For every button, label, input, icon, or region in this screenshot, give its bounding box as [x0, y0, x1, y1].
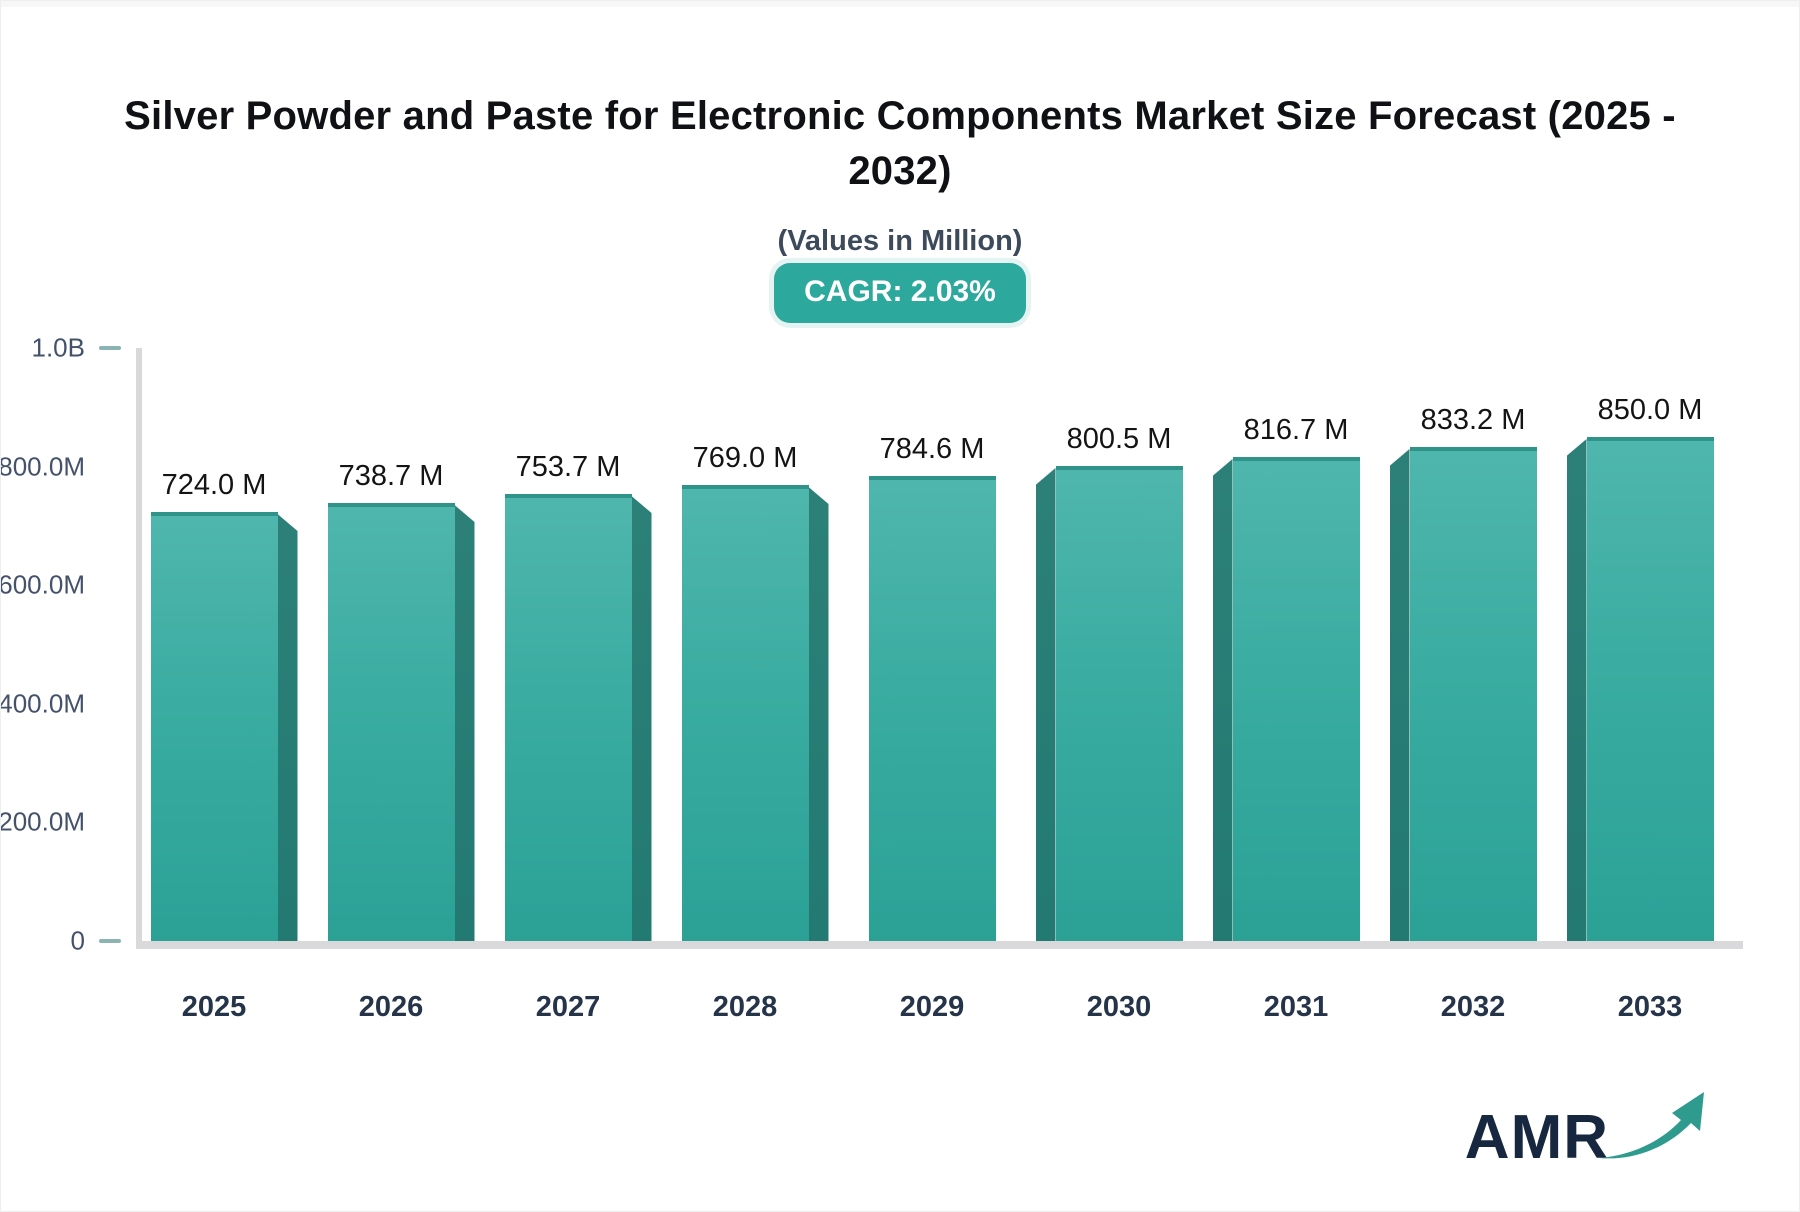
cagr-badge: CAGR: 2.03% — [774, 263, 1026, 323]
bar-side-shade — [1212, 459, 1233, 941]
bar-face — [1232, 457, 1360, 941]
bar-value-label: 724.0 M — [161, 469, 267, 501]
chart-subtitle: (Values in Million) — [777, 225, 1023, 257]
bar-value-label: 738.7 M — [338, 460, 444, 492]
bar-face — [1055, 466, 1183, 941]
plot-area: 2025 724.0 M 2026 738.7 M 2027 753.7 M 2028 769… — [139, 348, 1743, 1023]
bar-side-shade — [277, 514, 298, 941]
y-axis-line — [136, 348, 142, 949]
bar-face — [327, 503, 455, 941]
top-border-strip — [1, 1, 1799, 7]
chart-title: Silver Powder and Paste for Electronic C… — [124, 94, 1676, 194]
x-axis-label: 2031 — [1263, 991, 1329, 1023]
y-tick-label: 600.0M — [0, 569, 85, 600]
growth-arrow-icon — [1595, 1084, 1707, 1173]
bar-value-label: 816.7 M — [1243, 414, 1349, 446]
amr-logo-text: AMR — [1464, 1103, 1609, 1172]
x-axis-label: 2033 — [1617, 991, 1683, 1023]
bar-face — [1586, 437, 1714, 941]
x-axis-label: 2032 — [1440, 991, 1506, 1023]
x-axis-label: 2028 — [712, 991, 778, 1023]
y-tick-label: 1.0B — [31, 332, 86, 363]
y-tick-label: 200.0M — [0, 806, 85, 837]
y-tick-dash — [99, 346, 121, 350]
bar-2032: 833.2 M — [1389, 348, 1537, 941]
bar-2029: 784.6 M — [868, 348, 996, 941]
bar-face — [868, 476, 996, 941]
bar-face — [681, 485, 809, 941]
bar-value-label: 833.2 M — [1420, 404, 1526, 436]
bar-face — [1409, 447, 1537, 941]
x-axis-label: 2025 — [181, 991, 247, 1023]
bar-side-shade — [454, 505, 475, 941]
bar-2026: 738.7 M — [327, 348, 475, 941]
y-tick-label: 0 — [70, 925, 85, 956]
bar-2028: 769.0 M — [681, 348, 829, 941]
bar-value-label: 753.7 M — [515, 451, 621, 483]
x-axis-label: 2027 — [535, 991, 601, 1023]
bar-value-label: 850.0 M — [1597, 394, 1703, 426]
bar-face — [504, 494, 632, 941]
amr-logo: AMR — [1465, 1084, 1707, 1169]
x-axis-label: 2026 — [358, 991, 424, 1023]
bar-side-shade — [1566, 439, 1587, 941]
x-axis-label: 2030 — [1086, 991, 1152, 1023]
bar-side-shade — [631, 496, 652, 941]
bar-2031: 816.7 M — [1212, 348, 1360, 941]
cagr-badge-wrap: CAGR: 2.03% — [1, 263, 1799, 323]
y-tick-label: 800.0M — [0, 451, 85, 482]
x-axis-line — [136, 941, 1743, 949]
bar-side-shade — [808, 487, 829, 941]
bar-2025: 724.0 M — [150, 348, 298, 941]
bar-value-label: 769.0 M — [692, 442, 798, 474]
bar-2033: 850.0 M — [1566, 348, 1714, 941]
bar-side-shade — [1389, 449, 1410, 941]
y-tick-dash — [99, 939, 121, 943]
bar-value-label: 784.6 M — [879, 433, 985, 465]
y-tick-label: 400.0M — [0, 688, 85, 719]
x-axis-label: 2029 — [899, 991, 965, 1023]
bar-2027: 753.7 M — [504, 348, 652, 941]
bar-2030: 800.5 M — [1035, 348, 1183, 941]
bar-value-label: 800.5 M — [1066, 423, 1172, 455]
bar-side-shade — [1035, 468, 1056, 941]
bar-face — [150, 512, 278, 941]
